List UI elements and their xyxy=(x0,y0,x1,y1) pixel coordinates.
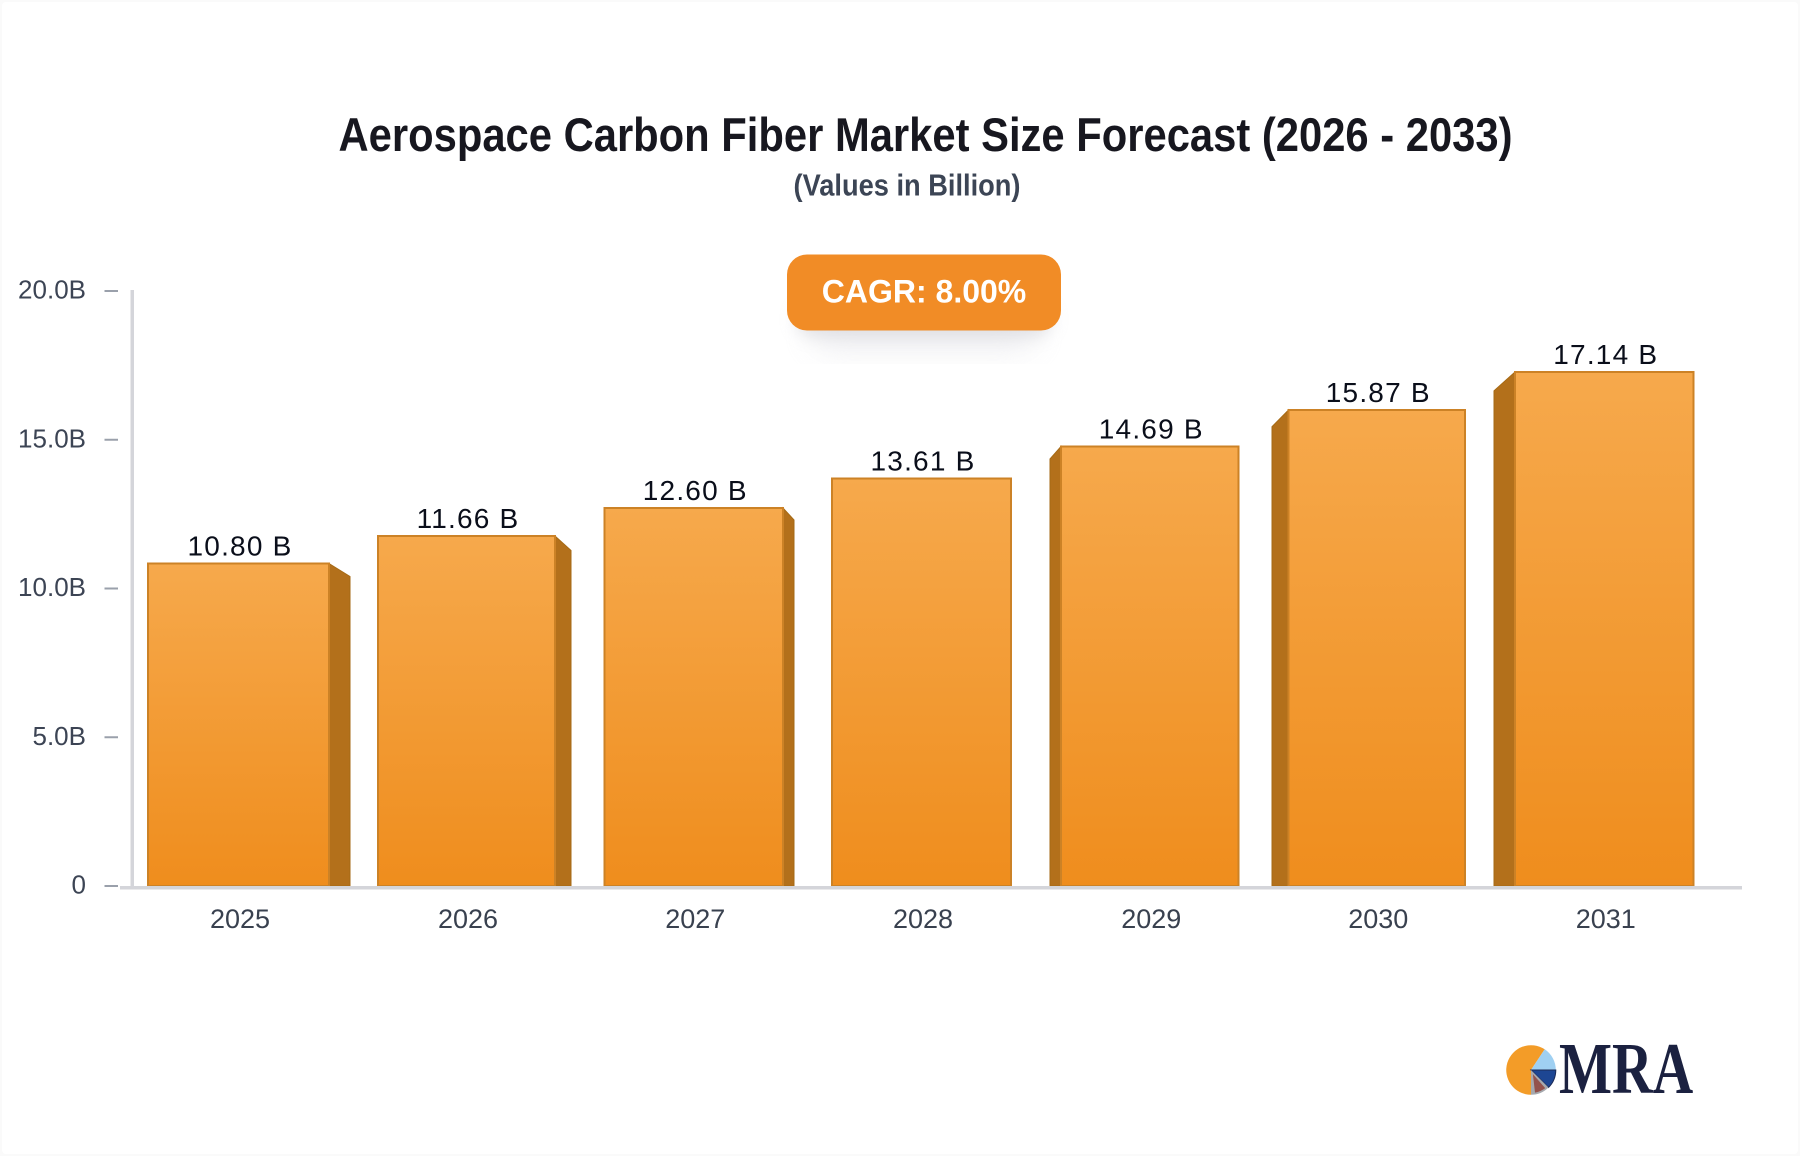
svg-text:(Values in Billion): (Values in Billion) xyxy=(794,168,1021,203)
svg-text:20.0B: 20.0B xyxy=(18,275,86,305)
svg-text:MRA: MRA xyxy=(1559,1029,1693,1110)
svg-text:2031: 2031 xyxy=(1576,904,1636,934)
svg-text:10.0B: 10.0B xyxy=(18,572,86,602)
svg-text:11.66 B: 11.66 B xyxy=(417,503,520,534)
svg-text:13.61 B: 13.61 B xyxy=(871,446,976,477)
svg-text:15.0B: 15.0B xyxy=(18,423,86,453)
svg-text:12.60 B: 12.60 B xyxy=(643,475,748,506)
svg-text:17.14 B: 17.14 B xyxy=(1553,339,1658,370)
svg-text:2026: 2026 xyxy=(438,904,498,934)
svg-text:0: 0 xyxy=(72,870,86,900)
svg-text:2028: 2028 xyxy=(893,904,953,934)
svg-text:2029: 2029 xyxy=(1121,904,1181,934)
svg-text:2025: 2025 xyxy=(210,904,270,934)
svg-text:5.0B: 5.0B xyxy=(33,721,87,751)
svg-text:14.69 B: 14.69 B xyxy=(1099,414,1204,445)
svg-text:2030: 2030 xyxy=(1348,904,1408,934)
svg-text:2027: 2027 xyxy=(665,904,725,934)
svg-text:CAGR: 8.00%: CAGR: 8.00% xyxy=(822,274,1027,310)
svg-text:Aerospace Carbon Fiber Market: Aerospace Carbon Fiber Market Size Forec… xyxy=(339,108,1513,161)
svg-text:15.87 B: 15.87 B xyxy=(1326,377,1431,408)
svg-text:10.80 B: 10.80 B xyxy=(188,531,293,562)
